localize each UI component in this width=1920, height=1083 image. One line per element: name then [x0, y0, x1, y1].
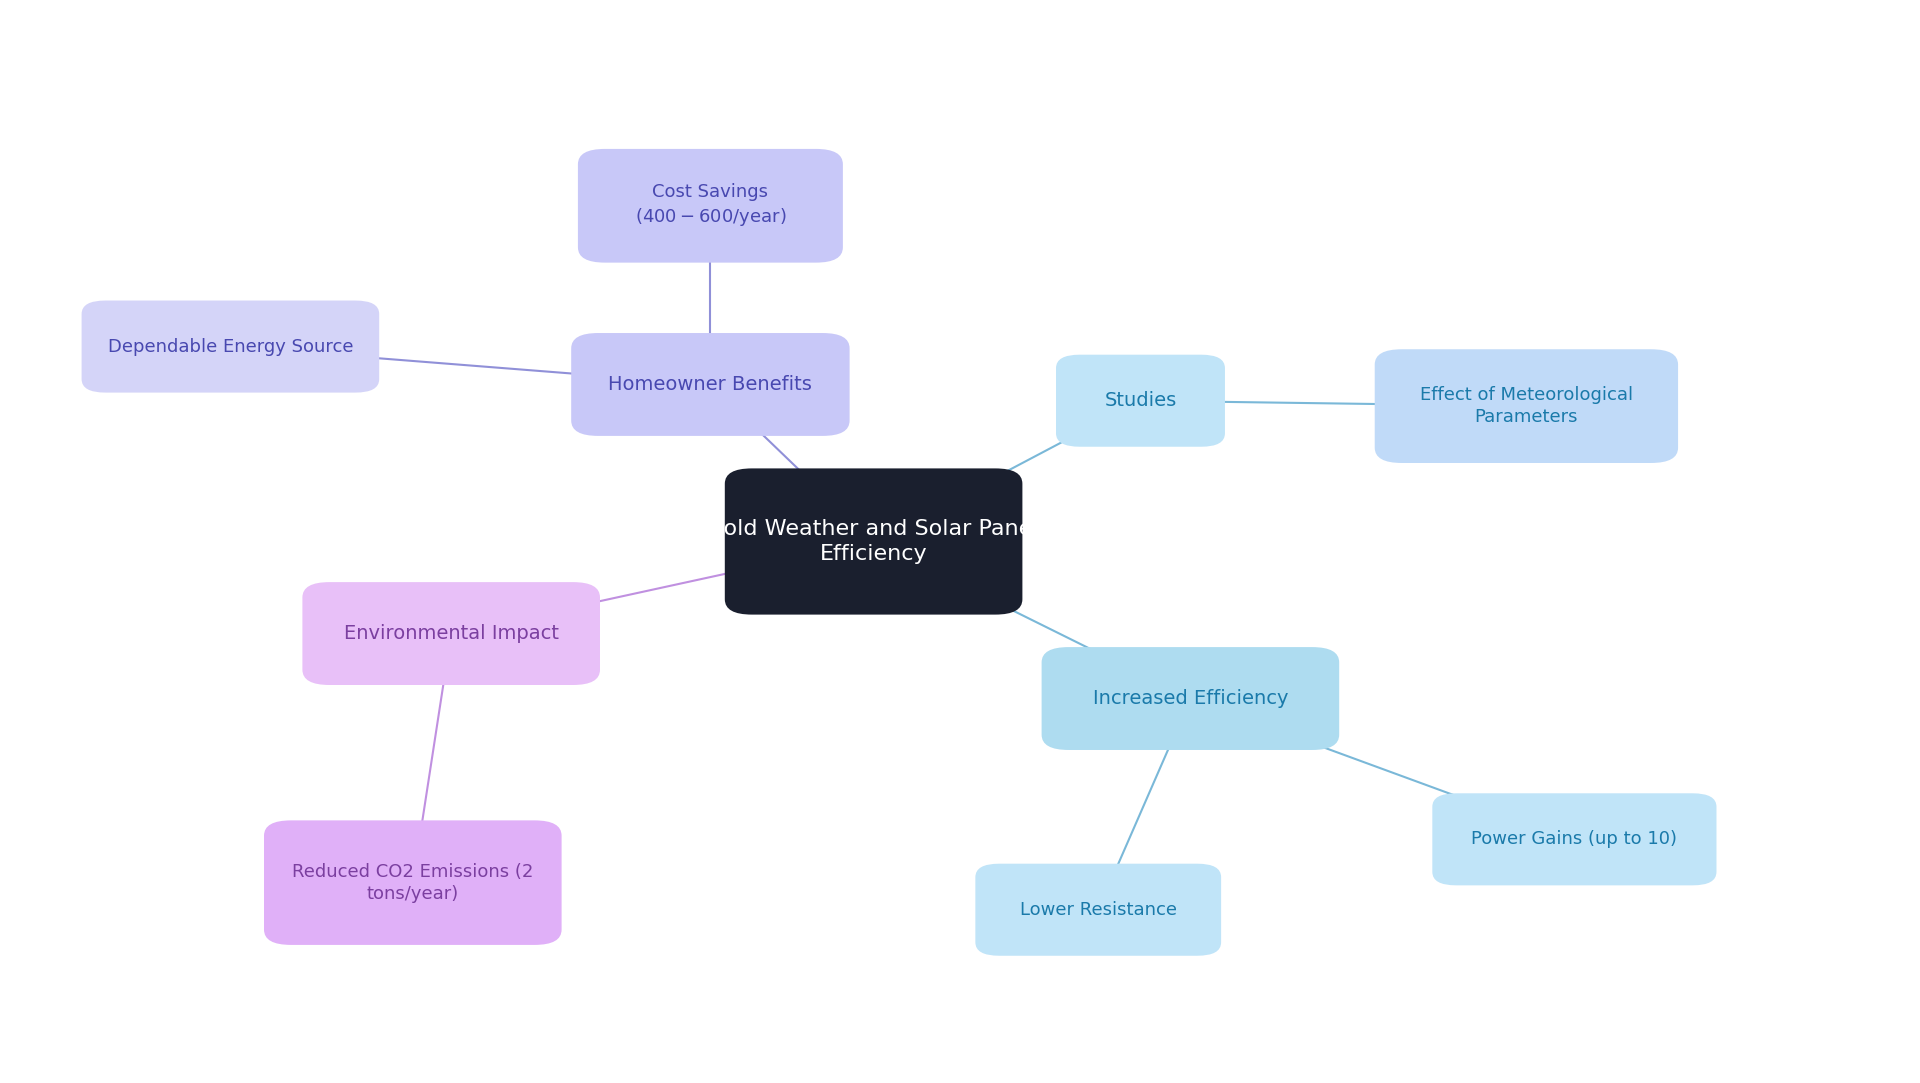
Text: Studies: Studies [1104, 391, 1177, 410]
Text: Power Gains (up to 10): Power Gains (up to 10) [1471, 831, 1678, 848]
Text: Reduced CO2 Emissions (2
tons/year): Reduced CO2 Emissions (2 tons/year) [292, 862, 534, 903]
Text: Environmental Impact: Environmental Impact [344, 624, 559, 643]
Text: Effect of Meteorological
Parameters: Effect of Meteorological Parameters [1419, 386, 1634, 427]
FancyBboxPatch shape [1056, 355, 1225, 446]
FancyBboxPatch shape [975, 864, 1221, 956]
FancyBboxPatch shape [265, 821, 561, 944]
Text: Increased Efficiency: Increased Efficiency [1092, 689, 1288, 708]
Text: Cost Savings
($400-$600/year): Cost Savings ($400-$600/year) [636, 183, 785, 229]
FancyBboxPatch shape [81, 300, 380, 393]
FancyBboxPatch shape [301, 583, 599, 686]
Text: Dependable Energy Source: Dependable Energy Source [108, 338, 353, 355]
FancyBboxPatch shape [1432, 793, 1716, 886]
Text: Lower Resistance: Lower Resistance [1020, 901, 1177, 918]
FancyBboxPatch shape [578, 148, 843, 262]
FancyBboxPatch shape [1041, 648, 1340, 749]
FancyBboxPatch shape [724, 469, 1021, 615]
Text: Cold Weather and Solar Panel
Efficiency: Cold Weather and Solar Panel Efficiency [708, 519, 1039, 564]
Text: Homeowner Benefits: Homeowner Benefits [609, 375, 812, 394]
FancyBboxPatch shape [572, 334, 849, 435]
FancyBboxPatch shape [1375, 349, 1678, 464]
